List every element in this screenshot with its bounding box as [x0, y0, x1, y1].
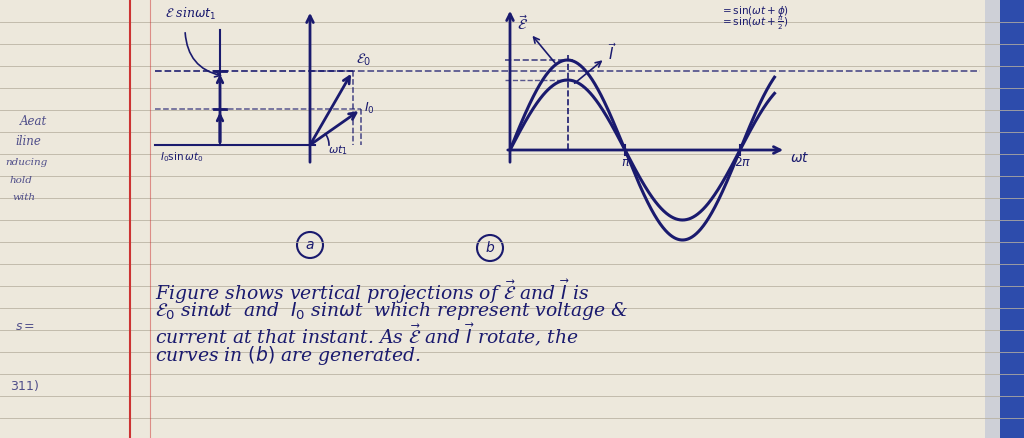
Text: $b$: $b$ — [485, 240, 495, 255]
FancyBboxPatch shape — [985, 0, 1000, 438]
Text: current at that instant. As $\vec{\mathcal{E}}$ and $\vec{I}$ rotate, the: current at that instant. As $\vec{\mathc… — [155, 322, 579, 349]
FancyBboxPatch shape — [1000, 0, 1024, 438]
Text: $2\pi$: $2\pi$ — [734, 156, 752, 169]
Text: $a$: $a$ — [305, 238, 314, 252]
Text: $\mathcal{E}_0$ sin$\omega$t  and  $I_0$ sin$\omega$t  which represent voltage &: $\mathcal{E}_0$ sin$\omega$t and $I_0$ s… — [155, 300, 628, 322]
Text: iline: iline — [15, 135, 41, 148]
Text: $= \sin(\omega t + \frac{\pi}{2})$: $= \sin(\omega t + \frac{\pi}{2})$ — [720, 15, 788, 32]
Text: $= \sin(\omega t + \phi)$: $= \sin(\omega t + \phi)$ — [720, 4, 790, 18]
Text: $\omega t_1$: $\omega t_1$ — [328, 143, 348, 157]
Text: $\vec{\mathcal{E}}$: $\vec{\mathcal{E}}$ — [517, 14, 555, 63]
Text: $\mathcal{E}_0$: $\mathcal{E}_0$ — [355, 51, 371, 68]
Text: $\vec{I}$: $\vec{I}$ — [574, 42, 616, 83]
Text: with: with — [12, 193, 35, 202]
Text: $311)$: $311)$ — [10, 378, 40, 393]
Text: $s =$: $s =$ — [15, 320, 35, 333]
Text: $I_0$: $I_0$ — [364, 100, 375, 116]
Text: curves in $(b)$ are generated.: curves in $(b)$ are generated. — [155, 344, 421, 367]
Text: nducing: nducing — [5, 158, 47, 167]
Text: $\omega t$: $\omega t$ — [790, 151, 810, 165]
Text: $I_0\sin\omega t_0$: $I_0\sin\omega t_0$ — [160, 150, 204, 164]
Text: Aeat: Aeat — [20, 115, 47, 128]
Text: hold: hold — [10, 176, 33, 185]
Text: $\pi$: $\pi$ — [621, 156, 631, 169]
Text: Figure shows vertical projections of $\vec{\mathcal{E}}$ and $\vec{I}$ is: Figure shows vertical projections of $\v… — [155, 278, 589, 306]
Text: $\mathcal{E}$ sin$\omega t_1$: $\mathcal{E}$ sin$\omega t_1$ — [165, 6, 216, 22]
